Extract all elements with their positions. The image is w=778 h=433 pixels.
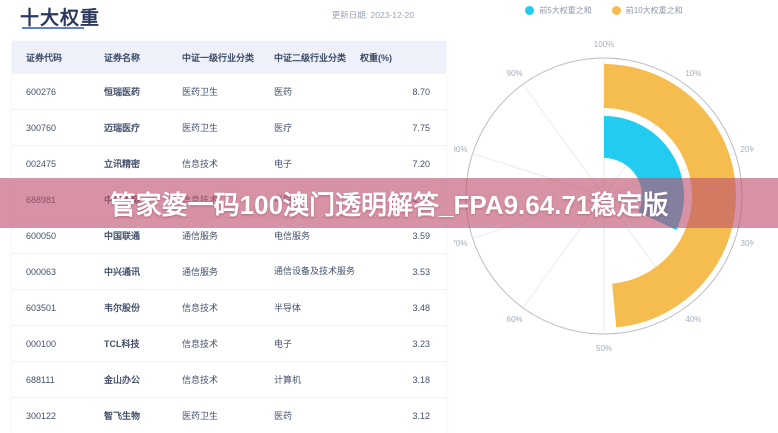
cell-ind2: 半导体 [274, 182, 360, 218]
cell-code: 688111 [12, 362, 104, 398]
table-row[interactable]: 002475 立讯精密 信息技术 电子 7.20 [12, 146, 446, 182]
cell-name: TCL科技 [104, 326, 182, 362]
cell-ind1: 医药卫生 [182, 74, 274, 110]
cell-ind1: 通信服务 [182, 218, 274, 254]
legend-item-top10[interactable]: 前10大权重之和 [612, 5, 683, 16]
cell-ind2: 半导体 [274, 290, 360, 326]
cell-code: 300760 [12, 110, 104, 146]
gauge-tick-label: 60% [507, 315, 523, 324]
cell-name: 中兴通讯 [104, 254, 182, 290]
gauge-spoke [473, 196, 604, 239]
chart-legend: 前5大权重之和 前10大权重之和 [430, 5, 778, 16]
cell-ind1: 信息技术 [182, 362, 274, 398]
cell-ind1: 信息技术 [182, 290, 274, 326]
column-header-name: 证券名称 [104, 41, 182, 74]
column-header-ind2: 中证二级行业分类 [274, 41, 360, 74]
gauge-arcs [604, 64, 736, 327]
cell-ind1: 通信服务 [182, 254, 274, 290]
cell-ind1: 信息技术 [182, 146, 274, 182]
cell-name: 立讯精密 [104, 146, 182, 182]
gauge-tick-label: 70% [454, 239, 467, 248]
cell-code: 000100 [12, 326, 104, 362]
cell-code: 600050 [12, 218, 104, 254]
cell-code: 688981 [12, 182, 104, 218]
radial-gauge-svg: 100% 10% 20% 30% 40% 50% 60% 70% 80% 90% [454, 26, 754, 366]
gauge-spoke [523, 196, 604, 308]
table-header: 证券代码 证券名称 中证一级行业分类 中证二级行业分类 权重(%) [12, 41, 446, 74]
cell-ind2: 通信设备及技术服务 [274, 254, 360, 290]
legend-item-top5[interactable]: 前5大权重之和 [525, 5, 591, 16]
gauge-tick-label: 10% [685, 69, 701, 78]
gauge-tick-label: 90% [507, 69, 523, 78]
cell-ind2: 电子 [274, 326, 360, 362]
gauge-tick-label: 20% [741, 145, 754, 154]
gauge-tick-label: 30% [741, 239, 754, 248]
cell-code: 002475 [12, 146, 104, 182]
table-row[interactable]: 300760 迈瑞医疗 医药卫生 医疗 7.75 [12, 110, 446, 146]
gauge-tick-label: 40% [685, 315, 701, 324]
table-row[interactable]: 603501 韦尔股份 信息技术 半导体 3.48 [12, 290, 446, 326]
radial-gauge: 100% 10% 20% 30% 40% 50% 60% 70% 80% 90% [454, 26, 754, 366]
cell-name: 迈瑞医疗 [104, 110, 182, 146]
table-row[interactable]: 688981 中芯国际 信息技术 半导体 4.74 [12, 182, 446, 218]
cell-code: 603501 [12, 290, 104, 326]
gauge-tick-label: 50% [596, 344, 612, 353]
cell-code: 000063 [12, 254, 104, 290]
gauge-spoke [473, 153, 604, 196]
cell-name: 韦尔股份 [104, 290, 182, 326]
weights-panel: 十大权重 更新日期: 2023-12-20 证券代码 证券名称 中证一级行业分类… [0, 0, 430, 400]
gauge-tick-label: 80% [454, 145, 467, 154]
legend-dot-top5 [525, 6, 534, 15]
title-underline [22, 27, 84, 29]
cell-ind2: 电子 [274, 146, 360, 182]
legend-label-top10: 前10大权重之和 [626, 5, 683, 16]
cell-ind1: 信息技术 [182, 182, 274, 218]
cell-name: 金山办公 [104, 362, 182, 398]
cell-ind2: 电信服务 [274, 218, 360, 254]
cell-ind1: 医药卫生 [182, 398, 274, 433]
cell-ind2: 医药 [274, 398, 360, 433]
legend-label-top5: 前5大权重之和 [539, 5, 591, 16]
cell-ind1: 医药卫生 [182, 110, 274, 146]
table-row[interactable]: 688111 金山办公 信息技术 计算机 3.18 [12, 362, 446, 398]
concentration-chart-panel: 前5大权重之和 前10大权重之和 100% 10% 20% 30% 40% 50% 60% 7… [430, 0, 778, 400]
column-header-ind1: 中证一级行业分类 [182, 41, 274, 74]
weights-table: 证券代码 证券名称 中证一级行业分类 中证二级行业分类 权重(%) 600276… [12, 41, 446, 433]
page-root: 十大权重 更新日期: 2023-12-20 证券代码 证券名称 中证一级行业分类… [0, 0, 778, 400]
page-title: 十大权重 [20, 3, 100, 30]
table-row[interactable]: 300122 智飞生物 医药卫生 医药 3.12 [12, 398, 446, 433]
table-row[interactable]: 600050 中国联通 通信服务 电信服务 3.59 [12, 218, 446, 254]
gauge-spoke [523, 84, 604, 196]
cell-code: 600276 [12, 74, 104, 110]
cell-ind1: 信息技术 [182, 326, 274, 362]
legend-dot-top10 [612, 6, 621, 15]
update-date-label: 更新日期: 2023-12-20 [332, 9, 414, 21]
cell-ind2: 医疗 [274, 110, 360, 146]
cell-code: 300122 [12, 398, 104, 433]
table-body: 600276 恒瑞医药 医药卫生 医药 8.70 300760 迈瑞医疗 医药卫… [12, 74, 446, 433]
cell-ind2: 计算机 [274, 362, 360, 398]
cell-name: 中芯国际 [104, 182, 182, 218]
column-header-code: 证券代码 [12, 41, 104, 74]
table-header-row: 证券代码 证券名称 中证一级行业分类 中证二级行业分类 权重(%) [12, 41, 446, 74]
table-row[interactable]: 000063 中兴通讯 通信服务 通信设备及技术服务 3.53 [12, 254, 446, 290]
table-row[interactable]: 600276 恒瑞医药 医药卫生 医药 8.70 [12, 74, 446, 110]
table-row[interactable]: 000100 TCL科技 信息技术 电子 3.23 [12, 326, 446, 362]
cell-ind2: 医药 [274, 74, 360, 110]
gauge-tick-label: 100% [594, 40, 614, 49]
cell-name: 中国联通 [104, 218, 182, 254]
cell-name: 恒瑞医药 [104, 74, 182, 110]
cell-name: 智飞生物 [104, 398, 182, 433]
cell-weight: 3.12 [360, 398, 446, 433]
